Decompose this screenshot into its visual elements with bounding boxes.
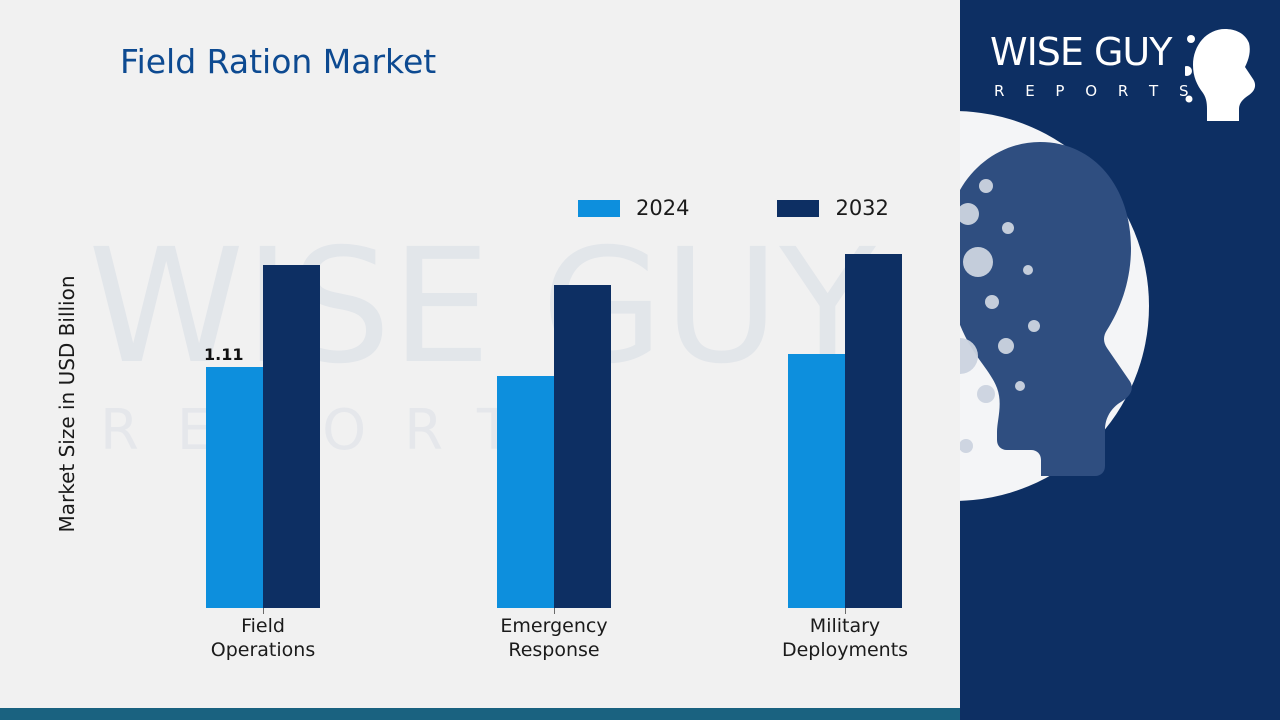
chart-title: Field Ration Market bbox=[120, 42, 437, 81]
x-axis-label-line: Military bbox=[809, 615, 881, 637]
bar-2024-emergency-response[interactable] bbox=[497, 376, 554, 608]
bar-2032-field-operations[interactable] bbox=[263, 265, 320, 608]
bar-2032-military-deployments[interactable] bbox=[845, 254, 902, 608]
x-axis-tick bbox=[845, 608, 846, 614]
bar-value-label: 1.11 bbox=[204, 345, 244, 364]
x-axis-label-emergency-response: Emergency Response bbox=[444, 614, 664, 662]
x-axis-label-line: Emergency bbox=[500, 615, 608, 637]
bar-2032-emergency-response[interactable] bbox=[554, 285, 611, 608]
plot-area: Field Operations Emergency Response Military… bbox=[153, 254, 955, 662]
legend-swatch-2032 bbox=[777, 199, 820, 217]
x-axis-label-line: Response bbox=[508, 639, 600, 661]
dot-cluster-decoration bbox=[960, 179, 1040, 453]
logo-subtitle: R E P O R T S bbox=[994, 82, 1197, 100]
bar-2024-military-deployments[interactable] bbox=[788, 354, 845, 608]
x-axis-tick bbox=[263, 608, 264, 614]
logo-wordmark: WISE GUY bbox=[990, 30, 1172, 74]
legend-item-2024: 2024 bbox=[578, 196, 689, 220]
x-axis-label-field-operations: Field Operations bbox=[153, 614, 373, 662]
legend-swatch-2024 bbox=[578, 199, 620, 217]
bar-2024-field-operations[interactable] bbox=[206, 367, 263, 608]
legend-item-2032: 2032 bbox=[777, 196, 889, 220]
bottom-accent-strip bbox=[0, 708, 960, 720]
x-axis-label-line: Deployments bbox=[781, 639, 909, 661]
x-axis-label-military-deployments: Military Deployments bbox=[735, 614, 955, 662]
x-axis-tick bbox=[554, 608, 555, 614]
legend-label-2024: 2024 bbox=[636, 196, 690, 220]
chart-legend: 2024 2032 bbox=[578, 196, 889, 220]
x-axis-label-line: Field bbox=[241, 615, 285, 637]
x-axis-label-line: Operations bbox=[210, 639, 316, 661]
logo-head-icon bbox=[1185, 29, 1256, 121]
legend-label-2032: 2032 bbox=[835, 196, 889, 220]
brand-logo: WISE GUY R E P O R T S bbox=[990, 29, 1260, 121]
